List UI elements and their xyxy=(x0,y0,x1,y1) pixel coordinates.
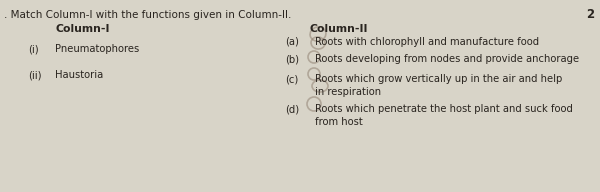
Text: Pneumatophores: Pneumatophores xyxy=(55,44,139,54)
Text: Column-I: Column-I xyxy=(55,24,110,34)
Text: Haustoria: Haustoria xyxy=(55,70,103,80)
Text: . Match Column-I with the functions given in Column-II.: . Match Column-I with the functions give… xyxy=(4,10,292,20)
Text: (i): (i) xyxy=(28,44,38,54)
Text: (d): (d) xyxy=(285,104,299,114)
Text: (b): (b) xyxy=(285,54,299,64)
Text: Roots developing from nodes and provide anchorage: Roots developing from nodes and provide … xyxy=(315,54,579,64)
Text: (c): (c) xyxy=(285,74,298,84)
Text: Column-II: Column-II xyxy=(310,24,368,34)
Text: 2: 2 xyxy=(586,8,594,21)
Text: Roots which grow vertically up in the air and help
in respiration: Roots which grow vertically up in the ai… xyxy=(315,74,562,97)
Text: (a): (a) xyxy=(285,37,299,47)
Text: (ii): (ii) xyxy=(28,70,41,80)
Text: Roots with chlorophyll and manufacture food: Roots with chlorophyll and manufacture f… xyxy=(315,37,539,47)
Text: Roots which penetrate the host plant and suck food
from host: Roots which penetrate the host plant and… xyxy=(315,104,573,127)
